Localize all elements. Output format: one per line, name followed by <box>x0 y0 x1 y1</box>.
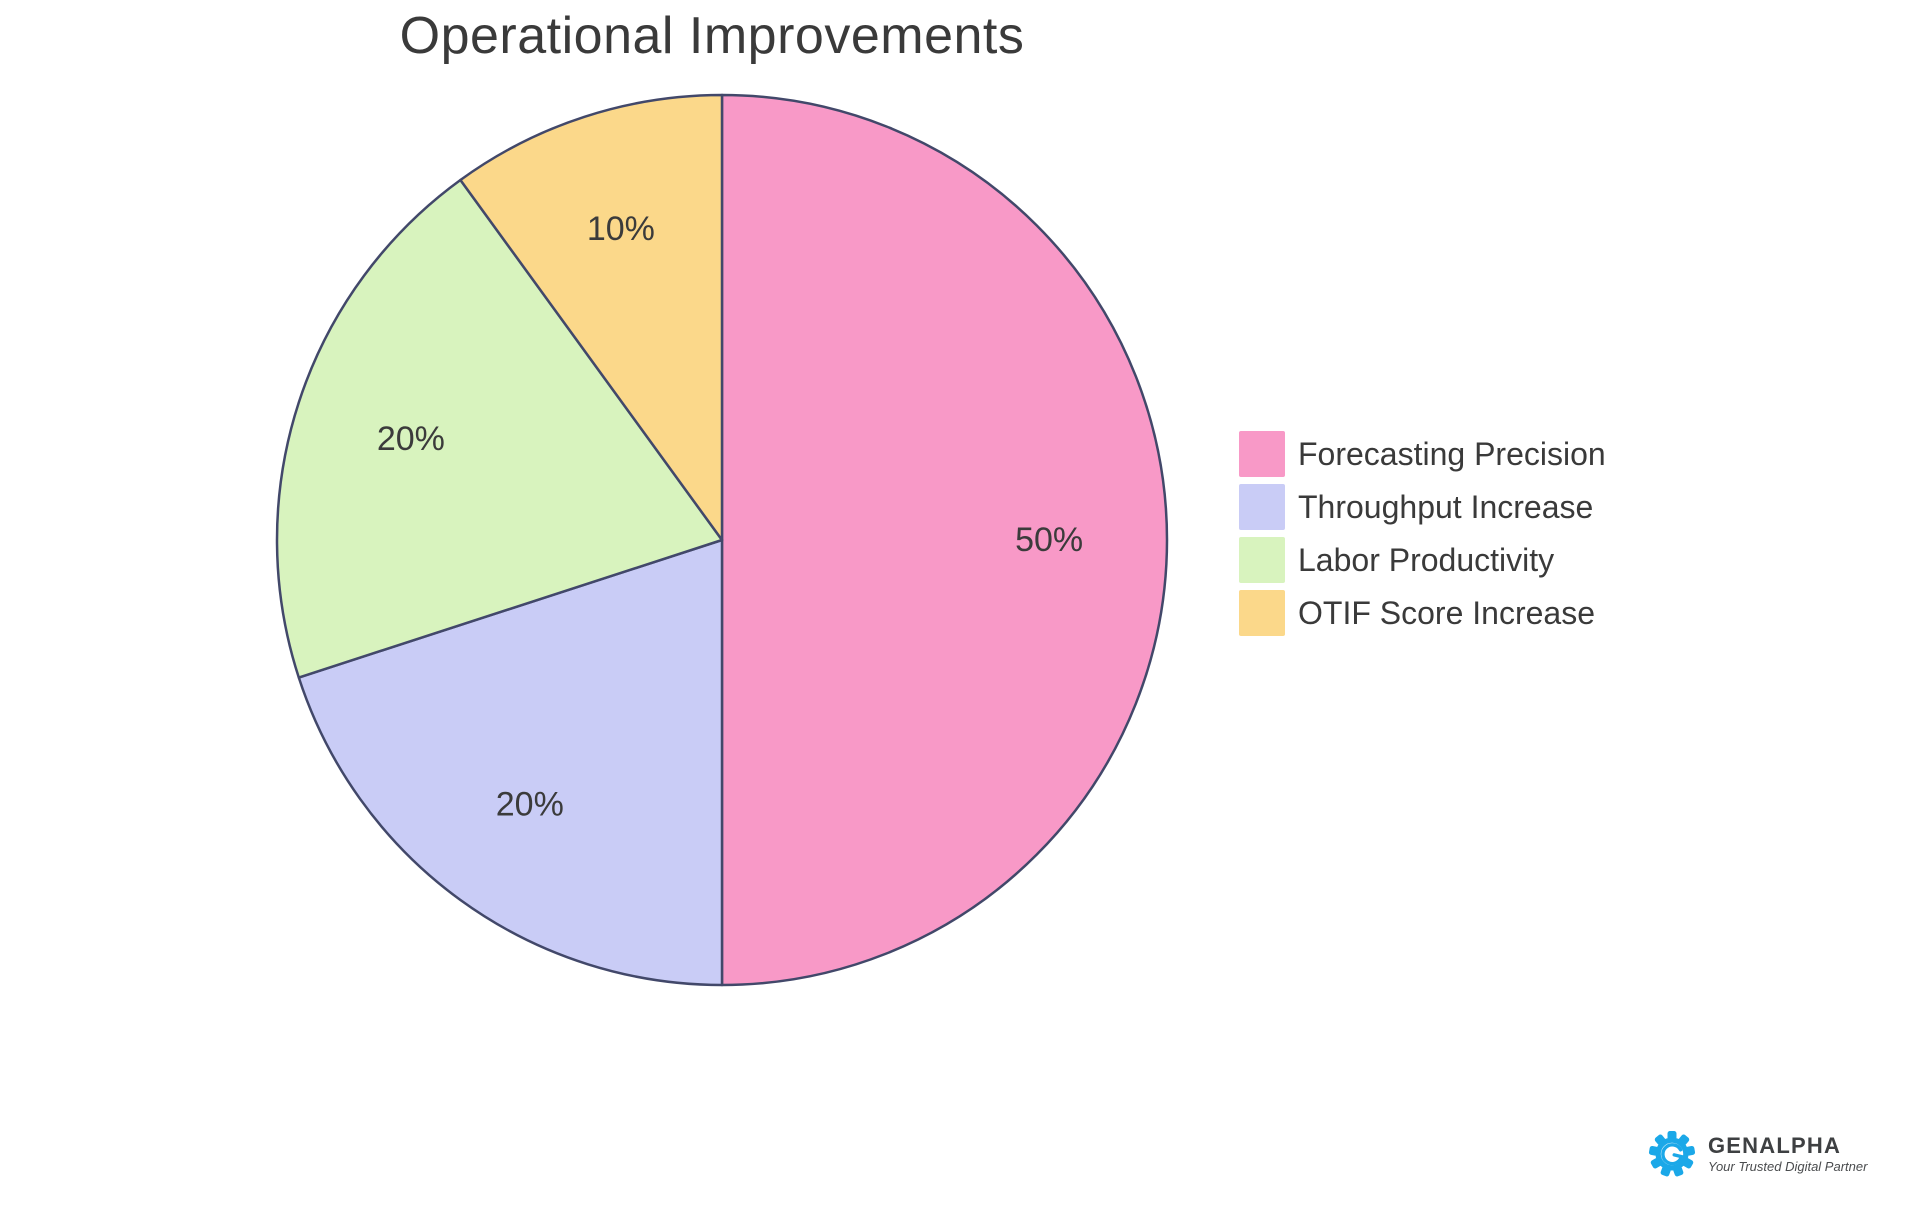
legend-swatch <box>1239 431 1285 477</box>
legend: Forecasting Precision Throughput Increas… <box>1239 431 1606 643</box>
legend-swatch <box>1239 537 1285 583</box>
legend-item-forecasting-precision: Forecasting Precision <box>1239 431 1606 477</box>
legend-item-labor-productivity: Labor Productivity <box>1239 537 1606 583</box>
pie-slice-otif-score-increase <box>459 93 724 542</box>
legend-swatch <box>1239 484 1285 530</box>
brand-logo: GENALPHA Your Trusted Digital Partner <box>1646 1126 1867 1182</box>
pie-slice-value: 10% <box>587 210 655 248</box>
legend-label: OTIF Score Increase <box>1298 594 1595 631</box>
chart-title: Operational Improvements <box>399 7 1025 65</box>
gear-icon <box>1648 1131 1696 1177</box>
legend-label: Forecasting Precision <box>1298 435 1606 472</box>
pie-slice-value: 20% <box>496 786 564 824</box>
legend-label: Labor Productivity <box>1298 541 1555 578</box>
legend-label: Throughput Increase <box>1298 488 1594 525</box>
brand-tagline: Your Trusted Digital Partner <box>1708 1158 1868 1174</box>
brand-name: GENALPHA <box>1708 1132 1842 1158</box>
brand-text: GENALPHA Your Trusted Digital Partner <box>1708 1132 1868 1174</box>
pie-slice-forecasting-precision <box>720 93 1169 987</box>
pie-slice-labor-productivity <box>275 178 724 679</box>
pie-slice-throughput-increase <box>297 538 724 987</box>
pie-slice-value: 50% <box>1015 521 1083 559</box>
legend-item-otif-score-increase: OTIF Score Increase <box>1239 590 1606 636</box>
legend-swatch <box>1239 590 1285 636</box>
legend-item-throughput-increase: Throughput Increase <box>1239 484 1606 530</box>
pie-slice-value: 20% <box>377 420 445 458</box>
